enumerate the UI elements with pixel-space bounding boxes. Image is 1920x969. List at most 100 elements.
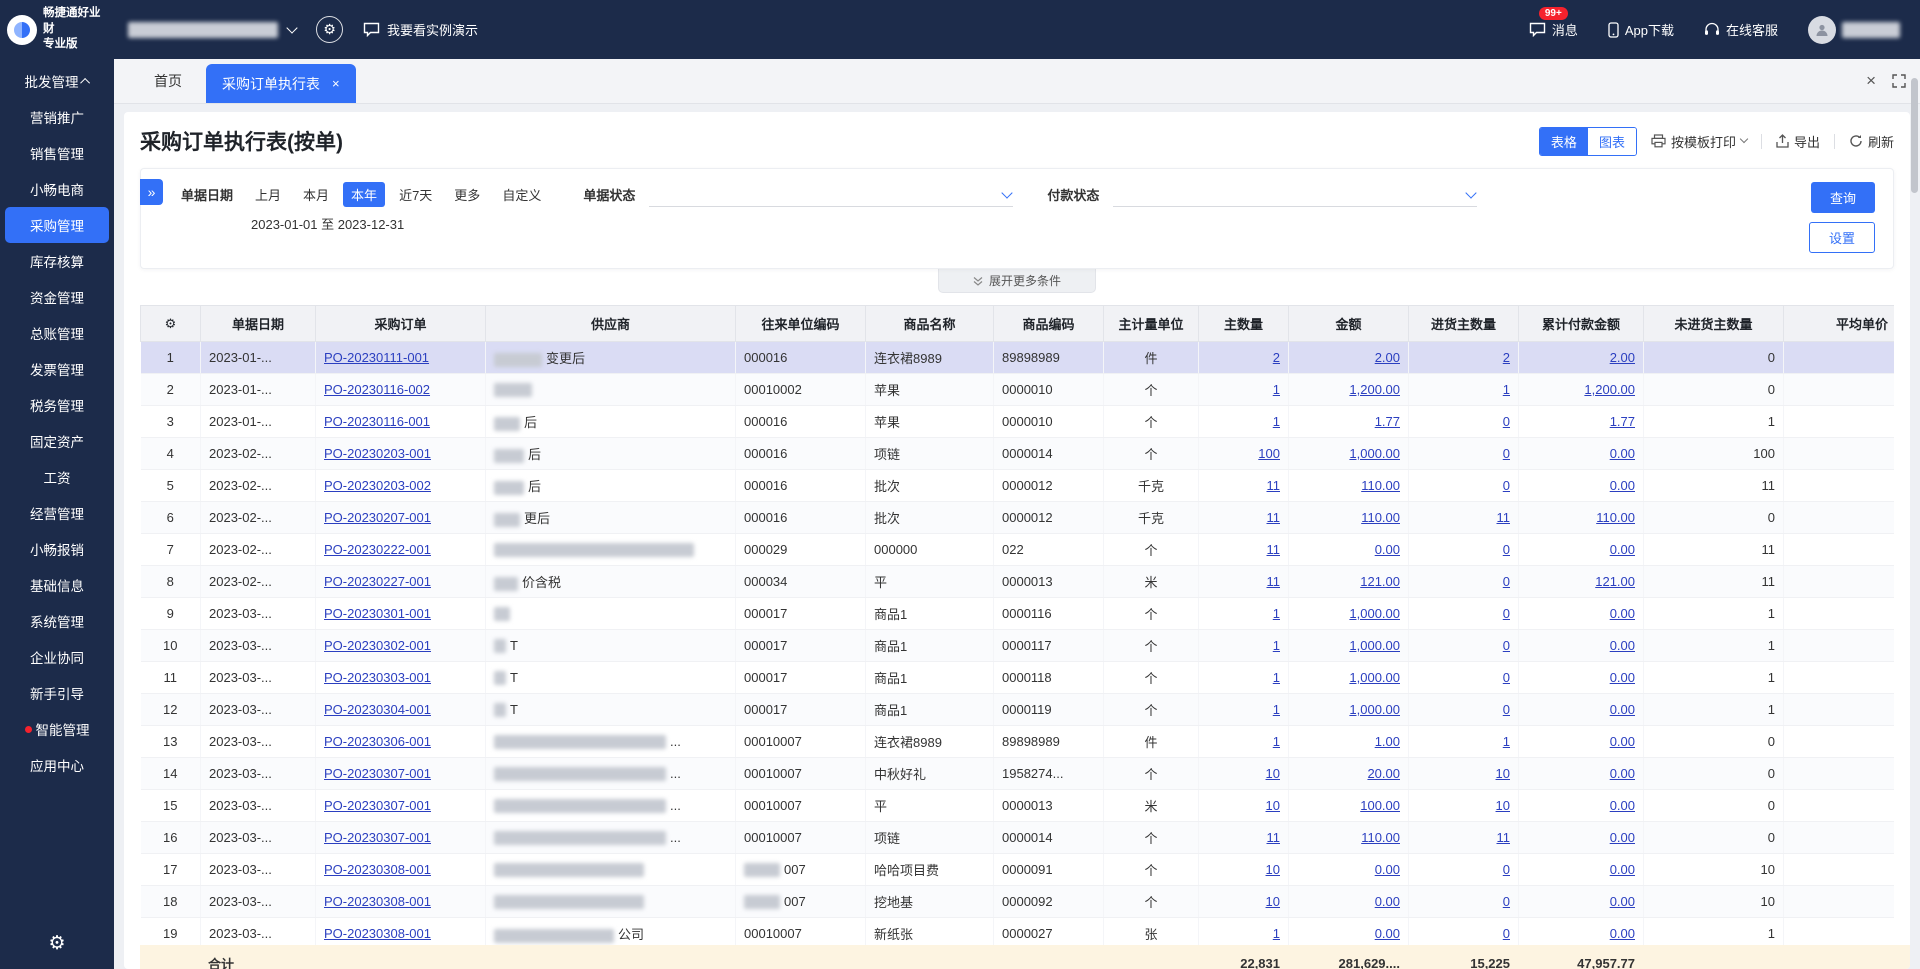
purchased-qty-link[interactable]: 0 — [1408, 533, 1519, 566]
po-number-link[interactable]: PO-20230227-001 — [315, 565, 486, 598]
date-chip[interactable]: 本年 — [343, 182, 386, 207]
sidebar-item[interactable]: 智能管理 — [5, 711, 109, 747]
column-header[interactable]: 商品编码 — [993, 305, 1104, 342]
paid-amount-link[interactable]: 0.00 — [1609, 606, 1635, 621]
date-chip[interactable]: 更多 — [454, 188, 481, 203]
qty-link[interactable]: 1 — [1272, 606, 1280, 621]
paid-amount-link[interactable]: 110.00 — [1518, 501, 1644, 534]
demo-link[interactable]: 我要看实例演示 — [363, 20, 478, 39]
column-header[interactable]: 供应商 — [485, 305, 736, 342]
column-header[interactable]: 单据日期 — [200, 305, 316, 342]
refresh-button[interactable]: 刷新 — [1849, 132, 1894, 151]
table-row[interactable]: 10 2023-03-... PO-20230302-001 T 000017 商品1 00… — [140, 629, 1894, 662]
purchased-qty-link[interactable]: 0 — [1408, 885, 1519, 918]
purchased-qty-link[interactable]: 0 — [1408, 597, 1519, 630]
po-number-link[interactable]: PO-20230308-001 — [324, 862, 431, 877]
paid-amount-link[interactable]: 0.00 — [1518, 885, 1644, 918]
purchased-qty-link[interactable]: 0 — [1408, 469, 1519, 502]
purchased-qty-link[interactable]: 10 — [1408, 789, 1519, 822]
paid-amount-link[interactable]: 1,200.00 — [1584, 382, 1635, 397]
amount-link[interactable]: 2.00 — [1374, 350, 1400, 365]
paid-amount-link[interactable]: 0.00 — [1518, 821, 1644, 854]
tab-purchase-order-report[interactable]: 采购订单执行表 × — [206, 64, 356, 103]
amount-link[interactable]: 1.00 — [1288, 725, 1409, 758]
po-number-link[interactable]: PO-20230303-001 — [324, 670, 431, 685]
po-number-link[interactable]: PO-20230307-001 — [324, 766, 431, 781]
expand-more-conditions[interactable]: 展开更多条件 — [938, 269, 1096, 293]
date-range-value[interactable]: 2023-01-01 至 2023-12-31 — [251, 217, 405, 232]
sidebar-item[interactable]: 资金管理 — [5, 279, 109, 315]
view-chart-button[interactable]: 图表 — [1587, 127, 1636, 155]
qty-link[interactable]: 11 — [1266, 542, 1281, 557]
amount-link[interactable]: 110.00 — [1361, 478, 1400, 493]
qty-link[interactable]: 1 — [1272, 414, 1280, 429]
amount-link[interactable]: 1,000.00 — [1288, 693, 1409, 726]
po-number-link[interactable]: PO-20230307-001 — [315, 789, 486, 822]
amount-link[interactable]: 100.00 — [1360, 798, 1400, 813]
paid-amount-link[interactable]: 0.00 — [1609, 798, 1635, 813]
po-number-link[interactable]: PO-20230307-001 — [324, 830, 431, 845]
amount-link[interactable]: 20.00 — [1288, 757, 1409, 790]
paid-amount-link[interactable]: 0.00 — [1609, 638, 1635, 653]
date-chip[interactable]: 上月 — [255, 188, 282, 203]
po-number-link[interactable]: PO-20230203-001 — [324, 446, 431, 461]
sidebar-item[interactable]: 营销推广 — [5, 99, 109, 135]
po-number-link[interactable]: PO-20230308-001 — [315, 853, 486, 886]
purchased-qty-link[interactable]: 0 — [1408, 917, 1519, 945]
amount-link[interactable]: 1,000.00 — [1349, 638, 1400, 653]
sidebar-item[interactable]: 小畅报销 — [5, 531, 109, 567]
company-selector[interactable] — [128, 21, 298, 38]
table-row[interactable]: 7 2023-02-... PO-20230222-001 000029 000000 0… — [140, 533, 1894, 566]
paid-amount-link[interactable]: 2.00 — [1518, 341, 1644, 374]
amount-link[interactable]: 0.00 — [1374, 862, 1400, 877]
po-number-link[interactable]: PO-20230308-001 — [324, 894, 431, 909]
vertical-scrollbar-thumb[interactable] — [1911, 78, 1918, 193]
purchased-qty-link[interactable]: 0 — [1408, 629, 1519, 662]
tab-close-icon[interactable]: × — [332, 76, 340, 91]
table-row[interactable]: 18 2023-03-... PO-20230308-001 007 挖地基 000009… — [140, 885, 1894, 918]
purchased-qty-link[interactable]: 0 — [1502, 862, 1510, 877]
po-number-link[interactable]: PO-20230304-001 — [324, 702, 431, 717]
column-settings-gear-icon[interactable]: ⚙ — [140, 305, 201, 342]
amount-link[interactable]: 1,200.00 — [1288, 373, 1409, 406]
purchased-qty-link[interactable]: 0 — [1408, 853, 1519, 886]
po-number-link[interactable]: PO-20230111-001 — [324, 350, 430, 365]
po-number-link[interactable]: PO-20230203-002 — [324, 478, 431, 493]
po-number-link[interactable]: PO-20230203-001 — [315, 437, 486, 470]
sidebar-item[interactable]: 销售管理 — [5, 135, 109, 171]
po-number-link[interactable]: PO-20230116-001 — [315, 405, 486, 438]
qty-link[interactable]: 1 — [1272, 382, 1280, 397]
close-all-tabs-icon[interactable]: × — [1866, 71, 1876, 90]
sidebar-item[interactable]: 税务管理 — [5, 387, 109, 423]
column-header[interactable]: 累计付款金额 — [1518, 305, 1644, 342]
table-row[interactable]: 6 2023-02-... PO-20230207-001 更后 000016 批次 000… — [140, 501, 1894, 534]
qty-link[interactable]: 2 — [1272, 350, 1280, 365]
sidebar-item[interactable]: 库存核算 — [5, 243, 109, 279]
table-row[interactable]: 11 2023-03-... PO-20230303-001 T 000017 商品1 00… — [140, 661, 1894, 694]
print-button[interactable]: 按模板打印 — [1651, 132, 1749, 151]
qty-link[interactable]: 1 — [1272, 638, 1280, 653]
column-header[interactable]: 往来单位编码 — [735, 305, 866, 342]
po-number-link[interactable]: PO-20230308-001 — [324, 926, 431, 941]
qty-link[interactable]: 11 — [1266, 830, 1281, 845]
sidebar-item[interactable]: 采购管理 — [5, 207, 109, 243]
qty-link[interactable]: 10 — [1265, 894, 1280, 909]
amount-link[interactable]: 100.00 — [1288, 789, 1409, 822]
paid-amount-link[interactable]: 0.00 — [1609, 542, 1635, 557]
column-header[interactable]: 进货主数量 — [1408, 305, 1519, 342]
qty-link[interactable]: 10 — [1198, 853, 1289, 886]
column-header[interactable]: 主数量 — [1198, 305, 1289, 342]
qty-link[interactable]: 1 — [1198, 629, 1289, 662]
column-header[interactable]: 商品名称 — [865, 305, 994, 342]
table-row[interactable]: 3 2023-01-... PO-20230116-001 后 000016 苹果 0000… — [140, 405, 1894, 438]
po-number-link[interactable]: PO-20230207-001 — [315, 501, 486, 534]
po-number-link[interactable]: PO-20230111-001 — [315, 341, 486, 374]
qty-link[interactable]: 11 — [1198, 565, 1289, 598]
paid-amount-link[interactable]: 0.00 — [1518, 693, 1644, 726]
table-row[interactable]: 2 2023-01-... PO-20230116-002 00010002 苹果 000… — [140, 373, 1894, 406]
purchased-qty-link[interactable]: 1 — [1408, 373, 1519, 406]
sidebar-item[interactable]: 基础信息 — [5, 567, 109, 603]
purchased-qty-link[interactable]: 0 — [1408, 693, 1519, 726]
purchased-qty-link[interactable]: 10 — [1408, 757, 1519, 790]
po-number-link[interactable]: PO-20230307-001 — [315, 757, 486, 790]
